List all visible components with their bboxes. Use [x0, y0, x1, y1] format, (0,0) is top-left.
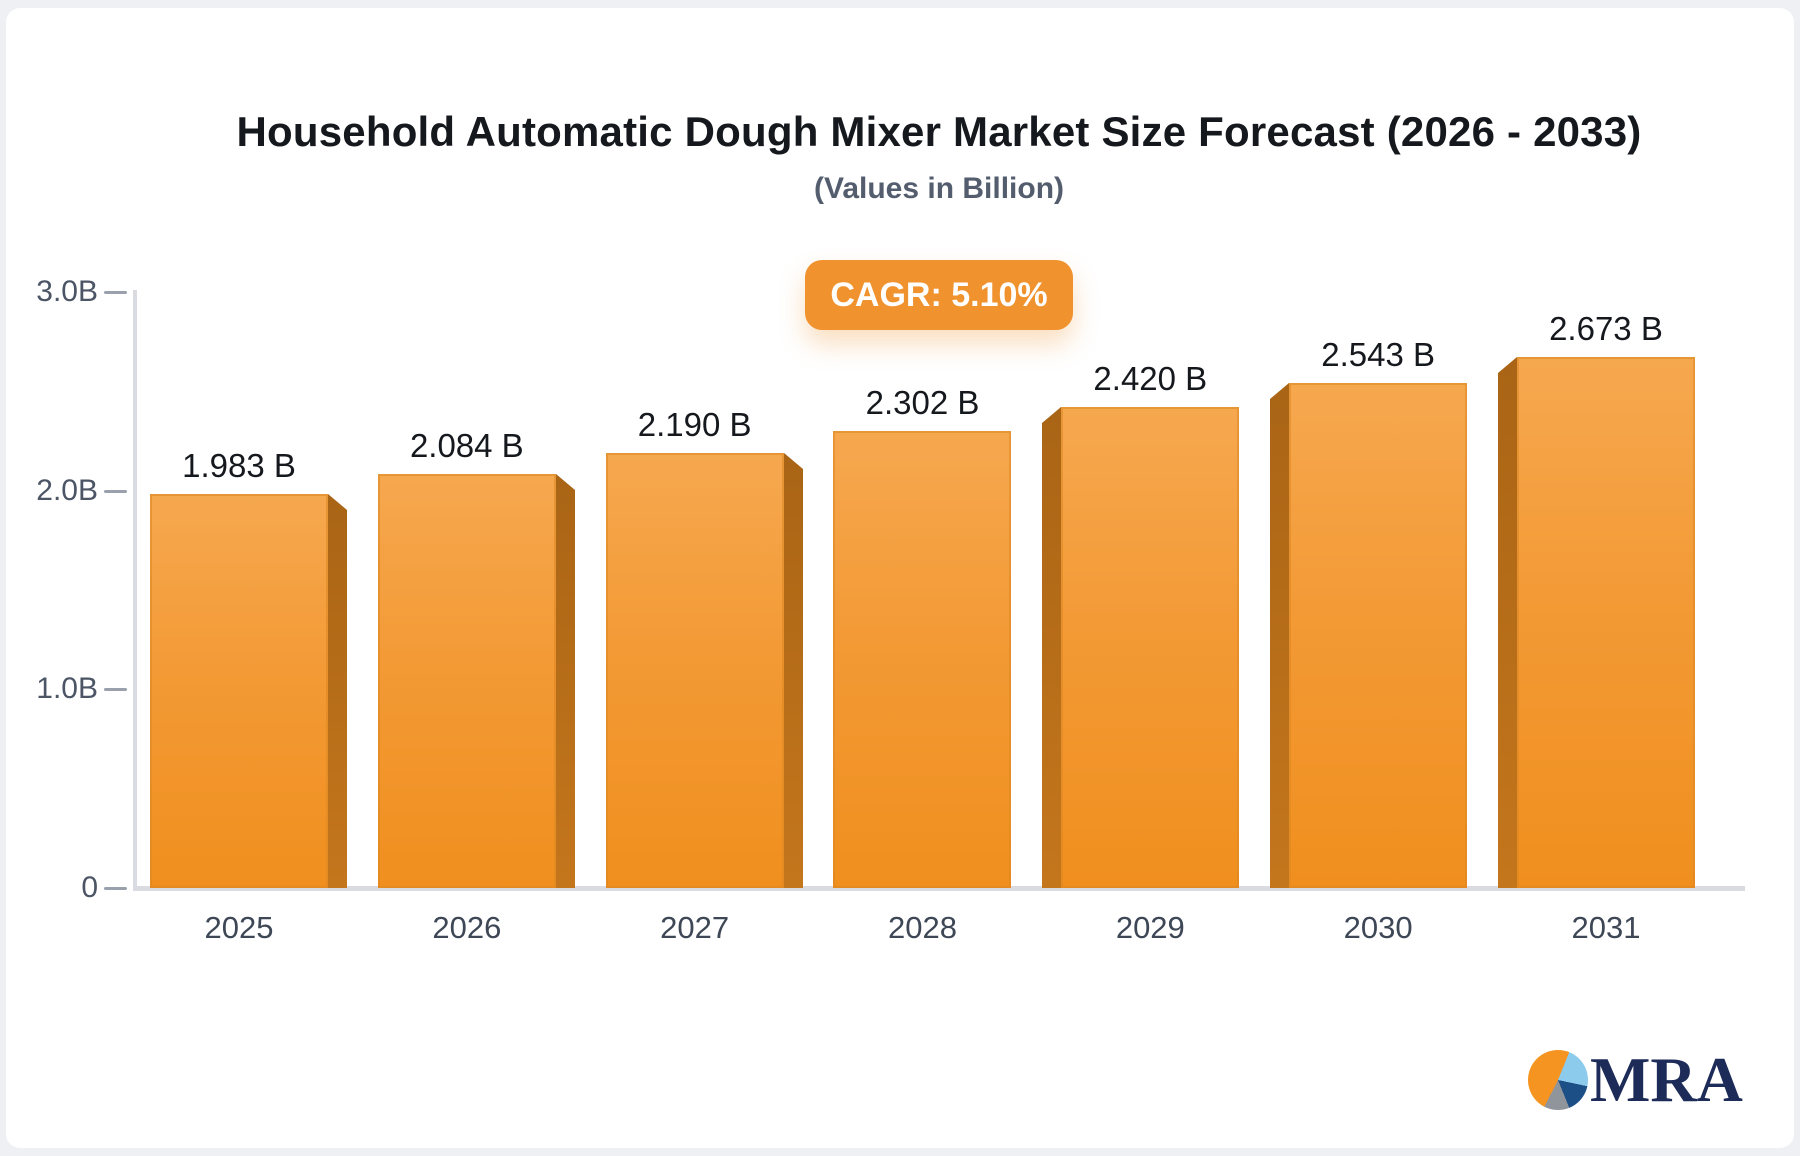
y-tick-label-0: 0 [81, 871, 98, 904]
bar-side-2027 [784, 453, 803, 888]
bar-2025[interactable] [150, 494, 328, 888]
y-axis-line [133, 290, 137, 890]
cagr-badge-label: CAGR: 5.10% [830, 275, 1048, 314]
bar-value-label-2028: 2.302 B [865, 384, 980, 421]
y-tick-mark-3.0B [104, 291, 127, 294]
bar-value-label-2025: 1.983 B [182, 447, 296, 484]
bar-2028[interactable] [833, 431, 1011, 888]
y-tick-label-1.0B: 1.0B [36, 672, 98, 706]
x-axis-label-2027: 2027 [660, 910, 730, 945]
y-tick-mark-0 [104, 887, 127, 890]
x-axis-label-2026: 2026 [432, 910, 502, 945]
brand-logo-text: MRA [1590, 1044, 1743, 1115]
bar-side-2029 [1042, 407, 1061, 888]
x-axis-label-2025: 2025 [204, 910, 274, 945]
bar-2027[interactable] [606, 453, 784, 888]
y-tick-mark-2.0B [104, 489, 127, 493]
pie-chart-logo-icon [1528, 1050, 1588, 1110]
y-tick-mark-1.0B [104, 688, 127, 692]
x-axis-label-2031: 2031 [1571, 910, 1641, 945]
y-tick-label-2.0B: 2.0B [36, 473, 98, 507]
x-axis-baseline [133, 886, 1745, 891]
cagr-badge: CAGR: 5.10% [805, 260, 1073, 330]
bar-value-label-2026: 2.084 B [409, 427, 524, 464]
x-axis-label-2028: 2028 [888, 910, 957, 945]
bar-2030[interactable] [1289, 383, 1467, 888]
bar-value-label-2029: 2.420 B [1093, 360, 1208, 397]
bar-2031[interactable] [1517, 357, 1695, 888]
bar-value-label-2030: 2.543 B [1321, 336, 1436, 373]
brand-logo: MRA [1528, 1038, 1743, 1122]
chart-title: Household Automatic Dough Mixer Market S… [236, 108, 1642, 155]
bar-side-2025 [328, 494, 347, 888]
bar-value-label-2031: 2.673 B [1549, 310, 1663, 347]
bar-side-2031 [1498, 357, 1517, 888]
bar-2026[interactable] [378, 474, 556, 888]
bar-side-2026 [556, 474, 575, 888]
x-axis-label-2030: 2030 [1343, 910, 1413, 945]
y-tick-label-3.0B: 3.0B [36, 275, 98, 308]
bar-side-2030 [1270, 383, 1289, 888]
bar-2029[interactable] [1061, 407, 1239, 888]
chart-subtitle: (Values in Billion) [813, 172, 1065, 205]
x-axis-label-2029: 2029 [1115, 910, 1185, 945]
bar-value-label-2027: 2.190 B [637, 406, 752, 443]
